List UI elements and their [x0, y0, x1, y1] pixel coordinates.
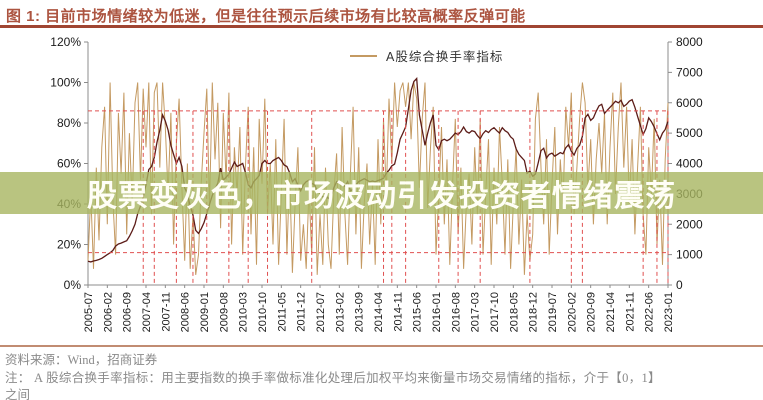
x-tick-label: 2015-06 — [412, 292, 424, 332]
x-tick-label: 2013-09 — [354, 292, 366, 332]
x-tick-label: 2019-07 — [547, 292, 559, 332]
right-axis-tick-label: 7000 — [676, 65, 703, 79]
x-tick-label: 2007-11 — [160, 292, 172, 332]
chart-legend: A股综合换手率指标 — [350, 46, 503, 65]
x-tick-label: 2017-10 — [489, 292, 501, 332]
figure-title: 图 1: 目前市场情绪较为低迷，但是往往预示后续市场有比较高概率反弹可能 — [6, 8, 526, 25]
x-tick-label: 2008-06 — [180, 292, 192, 332]
x-tick-label: 2012-07 — [315, 292, 327, 332]
note-line-2: 之间 — [5, 388, 31, 400]
footer-divider — [0, 345, 763, 347]
x-tick-label: 2018-12 — [528, 292, 540, 332]
watermark-text: 股票变灰色，市场波动引发投资者情绪震荡 — [87, 180, 676, 213]
left-axis-tick-label: 60% — [57, 157, 81, 171]
x-tick-label: 2016-01 — [431, 292, 443, 332]
x-tick-label: 2018-05 — [508, 292, 520, 332]
figure-header: 图 1: 目前市场情绪较为低迷，但是往往预示后续市场有比较高概率反弹可能 — [0, 0, 763, 28]
source-line: 资料来源：Wind，招商证券 — [5, 353, 158, 367]
x-tick-label: 2014-11 — [392, 292, 404, 332]
x-tick-label: 2016-08 — [450, 292, 462, 332]
x-tick-label: 2013-02 — [334, 292, 346, 332]
left-axis-tick-label: 20% — [57, 238, 81, 252]
x-tick-label: 2021-04 — [605, 292, 617, 332]
right-axis-tick-label: 2000 — [676, 217, 703, 231]
left-axis-tick-label: 0% — [64, 278, 82, 292]
right-axis-tick-label: 8000 — [676, 35, 703, 49]
x-tick-label: 2022-06 — [644, 292, 656, 332]
legend-label: A股综合换手率指标 — [386, 50, 504, 64]
x-tick-label: 2020-09 — [586, 292, 598, 332]
x-tick-label: 2009-08 — [218, 292, 230, 332]
x-tick-label: 2006-02 — [102, 292, 114, 332]
right-axis-tick-label: 1000 — [676, 248, 703, 262]
left-axis-tick-label: 120% — [50, 35, 81, 49]
x-tick-label: 2011-05 — [276, 292, 288, 332]
right-axis-tick-label: 5000 — [676, 126, 703, 140]
x-tick-label: 2005-07 — [83, 292, 95, 332]
legend-line-swatch — [350, 54, 377, 57]
right-axis-tick-label: 4000 — [676, 157, 703, 171]
note-line-1: 注： A 股综合换手率指标：用主要指数的换手率做标准化处理后加权平均来衡量市场交… — [5, 371, 661, 385]
x-tick-label: 2011-12 — [296, 292, 308, 332]
right-axis-tick-label: 0 — [676, 278, 683, 292]
x-tick-label: 2010-10 — [257, 292, 269, 332]
x-tick-label: 2007-04 — [141, 292, 153, 332]
x-tick-label: 2014-04 — [373, 292, 385, 332]
x-tick-label: 2020-02 — [566, 292, 578, 332]
x-tick-label: 2009-01 — [199, 292, 211, 332]
x-tick-label: 2017-03 — [470, 292, 482, 332]
right-axis-tick-label: 6000 — [676, 96, 703, 110]
left-axis-tick-label: 100% — [50, 76, 81, 90]
left-axis-tick-label: 80% — [57, 116, 81, 130]
watermark-banner: 股票变灰色，市场波动引发投资者情绪震荡 — [0, 172, 763, 214]
x-tick-label: 2021-11 — [624, 292, 636, 332]
x-tick-label: 2023-01 — [663, 292, 675, 332]
turnover-line — [87, 82, 669, 275]
x-tick-label: 2010-03 — [238, 292, 250, 332]
x-tick-label: 2006-09 — [122, 292, 134, 332]
